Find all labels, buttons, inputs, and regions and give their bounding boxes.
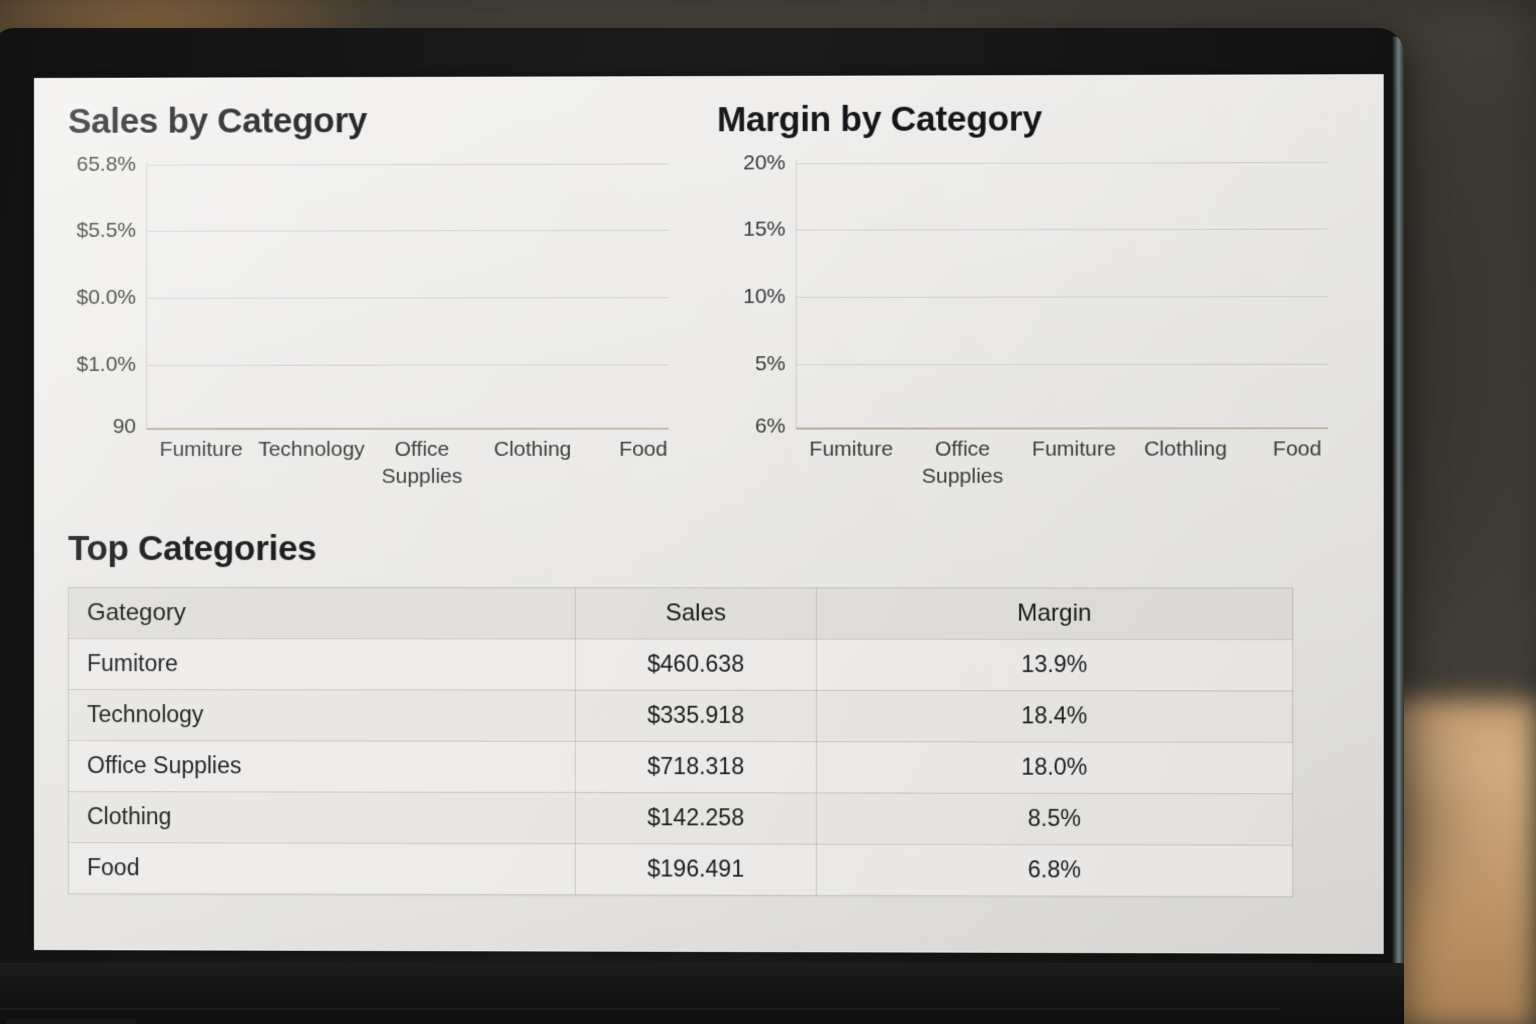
- margin-plot-area: [795, 159, 1328, 430]
- top-categories-title: Top Categories: [68, 528, 317, 568]
- cell-category: Clothing: [68, 791, 575, 844]
- sales-y-axis: 65.8% $5.5% $0.0% $1.0% 90: [68, 153, 146, 438]
- laptop-bezel-highlight: [1392, 36, 1404, 1011]
- cell-margin: 6.8%: [816, 843, 1293, 897]
- laptop-screen: Sales by Category 65.8% $5.5% $0.0% $1.0…: [34, 74, 1384, 954]
- margin-x-label-0: Fumiture: [809, 437, 894, 461]
- sales-plot-area: [146, 160, 669, 430]
- sales-y-tick-2: $0.0%: [76, 285, 137, 309]
- sales-x-axis: Fumiture Technology Office Supplies Clot…: [146, 437, 699, 491]
- cell-sales: $718.318: [574, 741, 817, 793]
- cell-margin: 18.4%: [816, 690, 1293, 743]
- column-header-margin[interactable]: Margin: [816, 587, 1293, 640]
- table-header-row: Gategory Sales Margin: [68, 587, 1293, 640]
- table-row[interactable]: Food $196.491 6.8%: [68, 842, 1293, 897]
- cell-category: Technology: [68, 689, 575, 742]
- margin-by-category-chart[interactable]: Margin by Category 20% 15% 10% 5% 6%: [717, 98, 1353, 490]
- sales-plot-wrap: 65.8% $5.5% $0.0% $1.0% 90: [68, 153, 699, 438]
- margin-y-tick-0: 20%: [743, 151, 786, 175]
- cell-margin: 8.5%: [816, 792, 1293, 845]
- margin-x-axis: Fumiture Office Supplies Fumiture Clothl…: [796, 436, 1353, 490]
- cell-sales: $335.918: [574, 689, 817, 742]
- sales-chart-title: Sales by Category: [68, 101, 368, 141]
- sales-bars: [147, 161, 668, 428]
- margin-y-axis: 20% 15% 10% 5% 6%: [717, 151, 796, 437]
- margin-y-tick-2: 10%: [743, 284, 786, 309]
- top-categories-table[interactable]: Gategory Sales Margin Fumitore $460.638 …: [68, 586, 1294, 897]
- sales-x-label-0: Fumiture: [159, 437, 243, 461]
- laptop-base: [0, 963, 1404, 1024]
- cell-sales: $460.638: [574, 638, 817, 691]
- laptop-device: Sales by Category 65.8% $5.5% $0.0% $1.0…: [0, 28, 1404, 1024]
- cell-category: Office Supplies: [68, 740, 575, 793]
- margin-x-label-3: Clothling: [1144, 437, 1227, 461]
- charts-row: Sales by Category 65.8% $5.5% $0.0% $1.0…: [68, 98, 1353, 490]
- margin-x-label-2: Fumiture: [1031, 437, 1116, 461]
- sales-y-tick-3: $1.0%: [76, 352, 137, 376]
- dashboard: Sales by Category 65.8% $5.5% $0.0% $1.0…: [34, 74, 1384, 954]
- margin-y-tick-4: 6%: [754, 414, 786, 438]
- sales-x-label-3: Clothing: [493, 437, 572, 461]
- margin-y-tick-3: 5%: [754, 352, 786, 376]
- sales-baseline: [147, 427, 669, 430]
- cell-sales: $196.491: [574, 843, 817, 896]
- sales-y-tick-1: $5.5%: [76, 218, 137, 242]
- sales-by-category-chart[interactable]: Sales by Category 65.8% $5.5% $0.0% $1.0…: [68, 100, 699, 491]
- margin-plot-wrap: 20% 15% 10% 5% 6%: [717, 151, 1353, 438]
- sales-y-tick-0: 65.8%: [76, 152, 137, 176]
- margin-x-label-4: Food: [1272, 437, 1322, 461]
- laptop-base-notch: [6, 1019, 136, 1024]
- margin-x-label-1: Office Supplies: [921, 437, 1004, 488]
- sales-x-label-2: Office Supplies: [381, 437, 463, 488]
- table-row[interactable]: Technology $335.918 18.4%: [68, 689, 1293, 743]
- table-row[interactable]: Clothing $142.258 8.5%: [68, 791, 1293, 845]
- laptop-base-seam: [0, 1008, 1280, 1010]
- table-header: Gategory Sales Margin: [68, 587, 1293, 640]
- cell-category: Fumitore: [68, 638, 575, 690]
- column-header-sales[interactable]: Sales: [574, 587, 817, 639]
- sales-x-label-4: Food: [619, 437, 668, 461]
- cell-margin: 13.9%: [816, 638, 1293, 691]
- cell-margin: 18.0%: [816, 741, 1293, 794]
- table-row[interactable]: Fumitore $460.638 13.9%: [68, 638, 1293, 691]
- margin-bars: [797, 159, 1328, 428]
- margin-chart-title: Margin by Category: [716, 99, 1042, 140]
- table-body: Fumitore $460.638 13.9% Technology $335.…: [68, 638, 1293, 897]
- table-row[interactable]: Office Supplies $718.318 18.0%: [68, 740, 1293, 794]
- margin-baseline: [796, 427, 1328, 430]
- margin-y-tick-1: 15%: [743, 217, 786, 241]
- column-header-category[interactable]: Gategory: [68, 587, 575, 639]
- sales-y-tick-4: 90: [112, 414, 137, 438]
- sales-x-label-1: Technology: [258, 437, 365, 461]
- cell-category: Food: [68, 842, 575, 895]
- cell-sales: $142.258: [574, 792, 817, 844]
